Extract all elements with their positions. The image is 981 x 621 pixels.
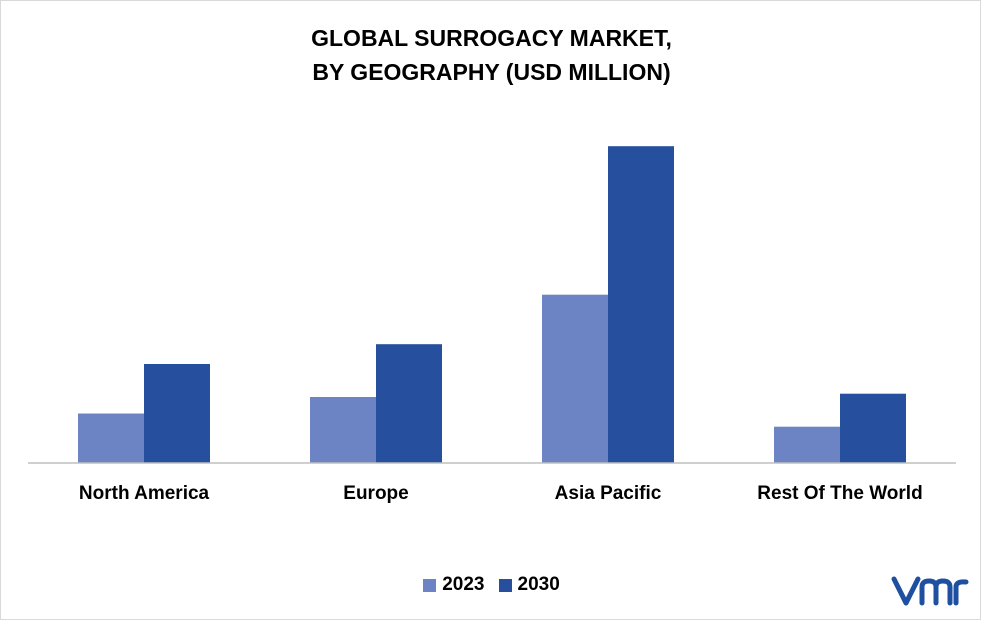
category-label: Europe — [343, 483, 408, 504]
legend-swatch-2023 — [423, 578, 437, 592]
bar-north-america-2023 — [78, 413, 144, 463]
vmr-logo-icon — [891, 576, 969, 606]
bar-rest-of-the-world-2023 — [774, 426, 840, 463]
legend-label-2030: 2030 — [517, 574, 560, 595]
category-label: North America — [79, 483, 210, 504]
category-label: Rest Of The World — [757, 483, 922, 504]
chart-title-line-1: GLOBAL SURROGACY MARKET, — [311, 25, 672, 51]
bar-asia-pacific-2030 — [608, 146, 674, 463]
legend-label-2023: 2023 — [442, 574, 485, 595]
bar-asia-pacific-2023 — [542, 294, 608, 463]
chart-title-line-2: BY GEOGRAPHY (USD MILLION) — [312, 59, 671, 85]
bar-north-america-2030 — [144, 364, 210, 463]
category-label: Asia Pacific — [555, 483, 662, 504]
bar-europe-2030 — [376, 344, 442, 463]
legend-item-2030: 2030 — [498, 574, 560, 596]
bar-europe-2023 — [310, 397, 376, 463]
bar-rest-of-the-world-2030 — [840, 393, 906, 463]
chart-title: GLOBAL SURROGACY MARKET, BY GEOGRAPHY (U… — [1, 21, 981, 89]
legend-swatch-2030 — [498, 578, 512, 592]
legend-item-2023: 2023 — [423, 574, 485, 596]
legend: 2023 2030 — [1, 574, 981, 596]
